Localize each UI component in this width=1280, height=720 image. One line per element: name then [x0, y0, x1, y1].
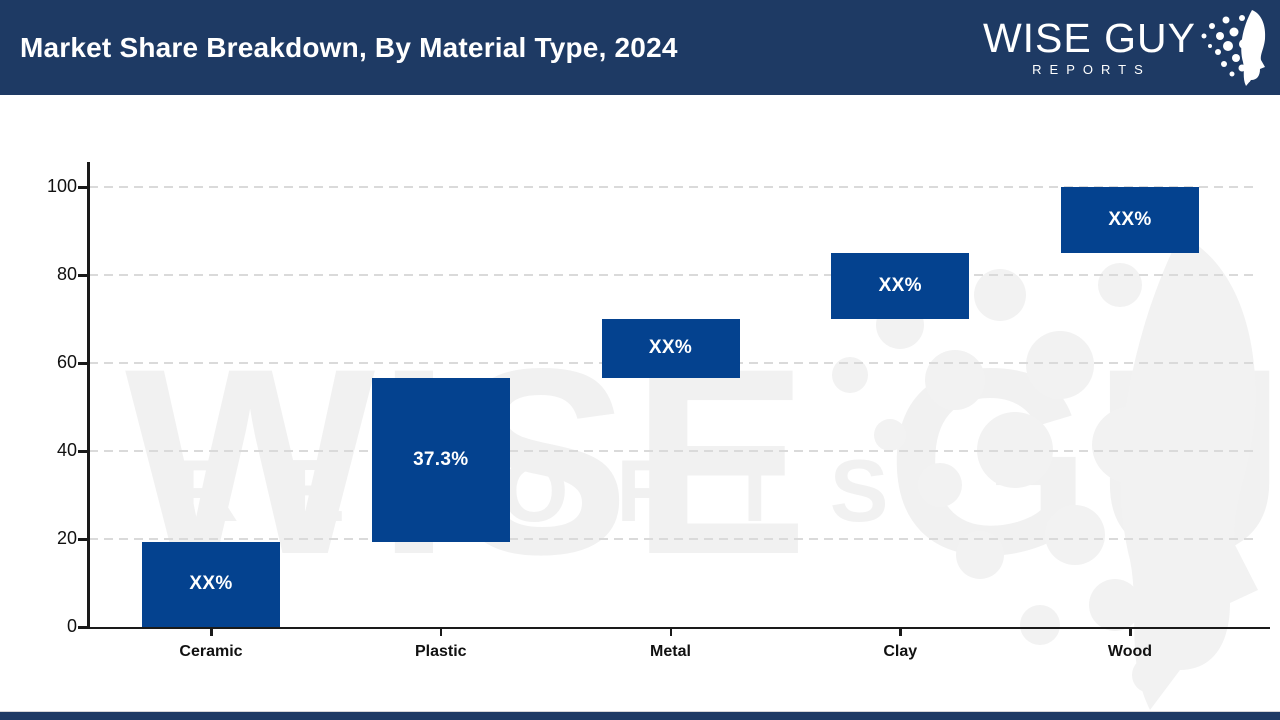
gridline-y20 [89, 538, 1253, 540]
y-tick-mark-20 [78, 538, 87, 541]
x-category-label-metal: Metal [650, 643, 691, 660]
brand-subtitle: REPORTS [1032, 62, 1151, 77]
brand-logo: WISE GUY REPORTS [983, 6, 1280, 90]
gridline-y80 [89, 274, 1253, 276]
y-axis-line [87, 162, 90, 629]
x-tick-mark-metal [669, 627, 672, 636]
bar-metal: XX% [601, 319, 740, 378]
x-category-label-wood: Wood [1107, 643, 1153, 660]
gridline-y100 [89, 186, 1253, 188]
waterfall-chart: XX% 37.3% XX% XX% XX% 0 20 40 60 80 100 Ceramic Pla… [0, 95, 1280, 712]
footer-divider [0, 711, 1280, 712]
plot-area: XX% 37.3% XX% XX% XX% [87, 162, 1270, 629]
x-category-label-clay: Clay [883, 643, 918, 660]
bar-value-label-ceramic: XX% [189, 573, 233, 595]
y-tick-label-20: 20 [56, 528, 77, 548]
y-tick-label-80: 80 [56, 264, 77, 284]
x-axis-line [87, 626, 1270, 629]
bar-plastic: 37.3% [371, 377, 510, 542]
x-tick-mark-wood [1129, 627, 1132, 636]
y-tick-mark-100 [78, 186, 87, 189]
x-tick-mark-ceramic [210, 627, 213, 636]
header-bar: Market Share Breakdown, By Material Type… [0, 0, 1280, 95]
page-title: Market Share Breakdown, By Material Type… [20, 31, 678, 63]
bar-clay: XX% [831, 253, 970, 319]
bar-value-label-metal: XX% [648, 337, 693, 359]
bar-value-label-plastic: 37.3% [413, 448, 469, 470]
watermark-text-reports: REPORTS [175, 441, 937, 540]
x-tick-mark-clay [899, 627, 902, 636]
brand-logo-text: WISE GUY REPORTS [982, 15, 1196, 78]
watermark: WISE GUY REPORTS [0, 95, 1280, 712]
y-tick-label-100: 100 [46, 176, 77, 196]
y-tick-label-40: 40 [56, 440, 77, 460]
y-tick-mark-40 [78, 450, 87, 453]
bar-wood: XX% [1061, 187, 1199, 253]
x-category-label-plastic: Plastic [414, 643, 467, 660]
bar-ceramic: XX% [142, 541, 280, 627]
y-tick-mark-0 [78, 626, 87, 629]
x-tick-mark-plastic [439, 627, 443, 636]
brand-name: WISE GUY [982, 15, 1196, 61]
face-dots-icon [1201, 9, 1266, 86]
y-tick-mark-60 [78, 362, 87, 365]
y-tick-label-0: 0 [66, 616, 77, 636]
y-tick-label-60: 60 [56, 352, 77, 372]
bar-value-label-clay: XX% [878, 275, 922, 296]
gridline-y40 [89, 450, 1253, 452]
footer-bar [0, 712, 1280, 720]
bar-value-label-wood: XX% [1108, 209, 1152, 230]
x-category-label-ceramic: Ceramic [179, 643, 243, 660]
y-tick-mark-80 [78, 274, 87, 277]
